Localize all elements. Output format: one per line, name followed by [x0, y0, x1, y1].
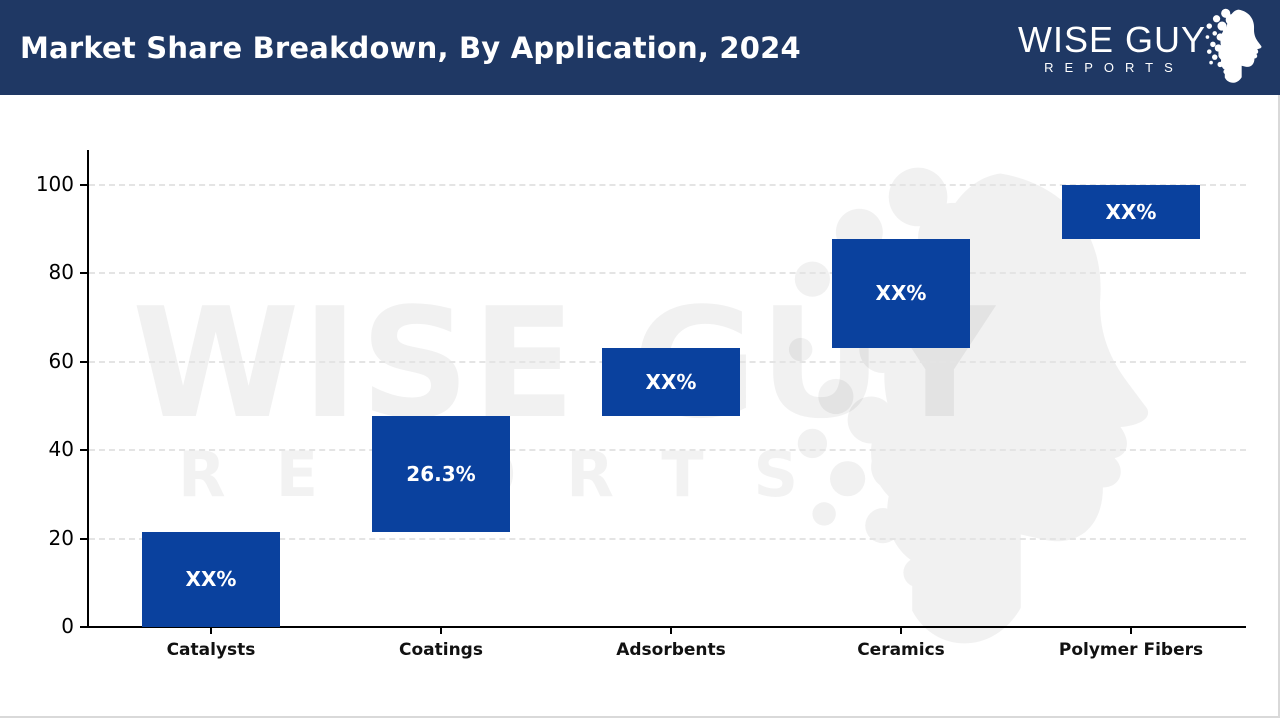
logo-text: WISE GUY REPORTS [1017, 18, 1206, 75]
y-tick-mark [80, 360, 87, 363]
logo-tagline: REPORTS [1044, 59, 1184, 75]
y-tick-mark [80, 626, 87, 628]
y-tick-label: 40 [48, 437, 74, 462]
bar-ceramics: XX% [832, 238, 970, 348]
x-tick-mark [1130, 628, 1132, 634]
page-bottom-border [0, 716, 1280, 718]
y-tick-mark [80, 537, 87, 540]
bar-coatings: 26.3% [372, 415, 510, 532]
header-bar: Market Share Breakdown, By Application, … [0, 0, 1280, 95]
gridline [89, 449, 1246, 452]
x-category-label: Coatings [399, 640, 483, 660]
x-category-label: Adsorbents [616, 640, 726, 660]
bar-value-label: XX% [875, 281, 927, 306]
gridline [89, 272, 1246, 275]
y-tick-label: 20 [48, 525, 74, 550]
logo-name: WISE GUY [1017, 18, 1206, 60]
gridline [89, 184, 1246, 186]
x-category-label: Polymer Fibers [1058, 640, 1204, 660]
bar-value-label: XX% [1105, 199, 1157, 224]
y-tick-mark [80, 272, 87, 275]
x-category-label: Ceramics [857, 640, 945, 660]
x-tick-mark [900, 628, 902, 634]
bar-value-label: 26.3% [406, 461, 476, 486]
y-tick-mark [80, 184, 87, 186]
gridline [89, 537, 1246, 540]
bar-value-label: XX% [185, 567, 237, 592]
page-right-border [1278, 95, 1280, 718]
bar-adsorbents: XX% [602, 347, 740, 416]
bar-catalysts: XX% [142, 531, 280, 627]
wiseguy-logo: WISE GUY REPORTS [1018, 6, 1280, 90]
y-tick-label: 100 [35, 172, 74, 196]
y-axis-line [87, 150, 89, 628]
page-title: Market Share Breakdown, By Application, … [20, 30, 801, 65]
x-tick-mark [670, 628, 672, 634]
bar-polymer-fibers: XX% [1062, 185, 1200, 239]
x-category-label: Catalysts [166, 640, 256, 660]
y-tick-label: 0 [61, 614, 74, 638]
wiseguy-face-icon [1205, 8, 1262, 83]
y-tick-label: 80 [48, 260, 74, 285]
x-axis-line [87, 626, 1246, 628]
bar-value-label: XX% [645, 369, 697, 394]
y-tick-mark [80, 449, 87, 452]
x-tick-mark [440, 628, 442, 634]
y-tick-label: 60 [48, 348, 74, 373]
x-tick-mark [210, 628, 212, 634]
